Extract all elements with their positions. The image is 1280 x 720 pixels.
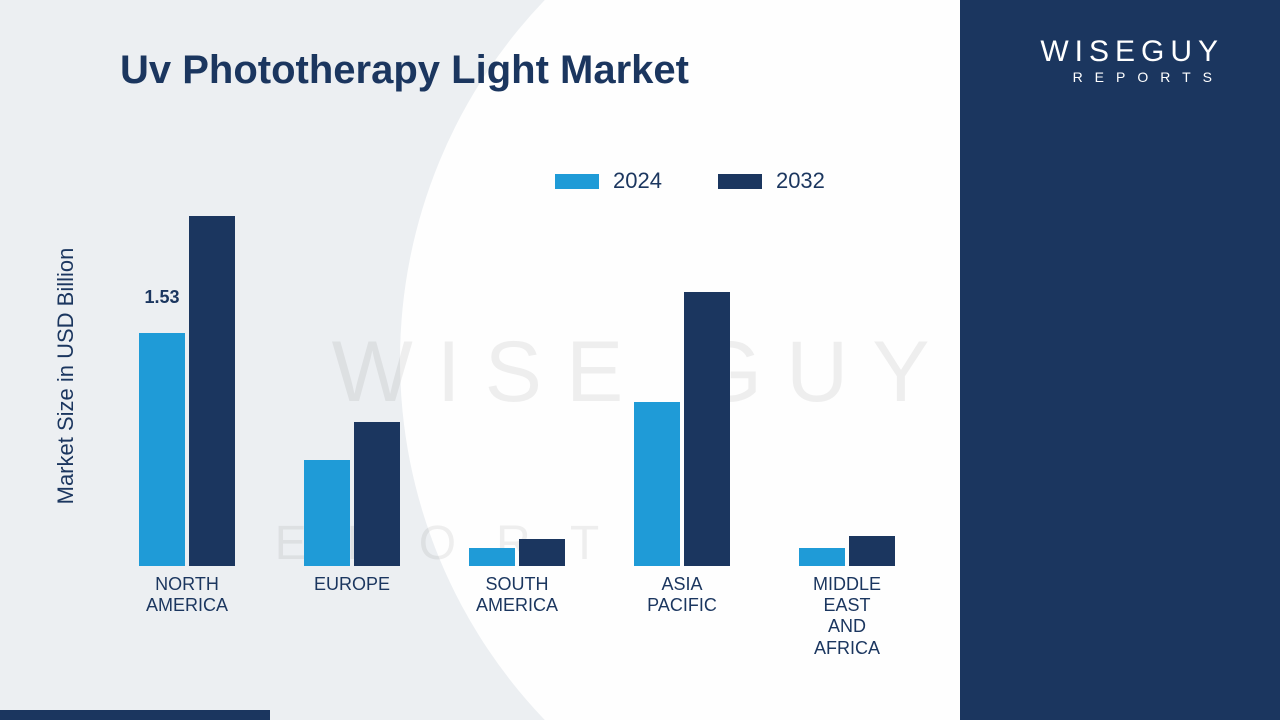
chart-title: Uv Phototherapy Light Market	[120, 48, 689, 93]
bar	[634, 402, 680, 566]
bar	[799, 548, 845, 566]
bar	[469, 548, 515, 566]
bar-group	[304, 422, 400, 566]
bar	[519, 539, 565, 566]
bar	[304, 460, 350, 566]
side-panel	[960, 0, 1280, 720]
bar-group	[139, 216, 235, 566]
bar-group	[634, 292, 730, 566]
category-label: SOUTH AMERICA	[447, 574, 587, 616]
bar	[139, 333, 185, 566]
bar	[354, 422, 400, 566]
category-label: MIDDLE EAST AND AFRICA	[777, 574, 917, 659]
category-label: EUROPE	[282, 574, 422, 595]
plot-area: 1.53	[92, 186, 992, 566]
brand-line2: REPORTS	[1040, 70, 1224, 85]
bar-group	[799, 536, 895, 566]
brand-line1: WISEGUY	[1040, 36, 1224, 68]
x-axis-labels: NORTH AMERICA EUROPE SOUTH AMERICA ASIA PAC…	[92, 568, 992, 688]
brand-logo: WISEGUY REPORTS	[1040, 36, 1224, 84]
bar-group	[469, 539, 565, 566]
bar	[684, 292, 730, 566]
bar	[189, 216, 235, 566]
bar	[849, 536, 895, 566]
footer-accent-bar	[0, 710, 270, 720]
chart-canvas: WISE GUY REPORTS Uv Phototherapy Light M…	[0, 0, 1280, 720]
category-label: ASIA PACIFIC	[612, 574, 752, 616]
category-label: NORTH AMERICA	[117, 574, 257, 616]
y-axis-label: Market Size in USD Billion	[53, 248, 79, 505]
